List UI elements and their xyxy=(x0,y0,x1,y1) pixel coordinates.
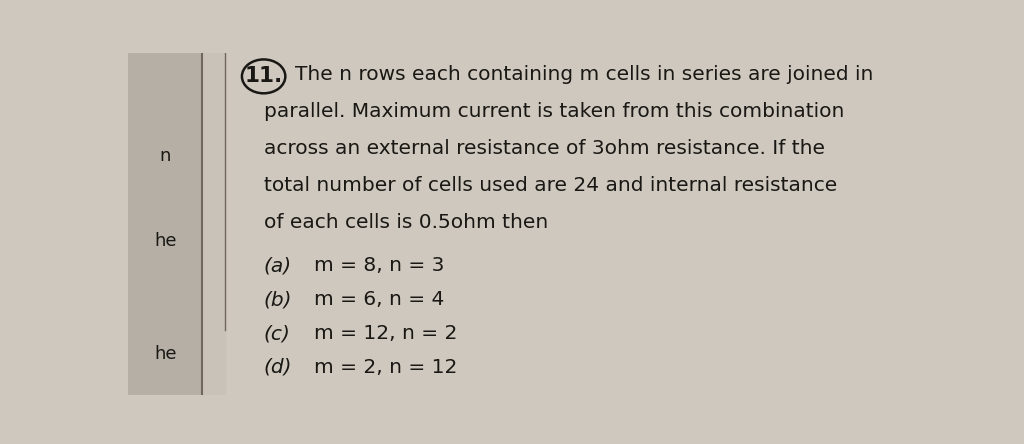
Text: (d): (d) xyxy=(263,358,292,377)
Text: (a): (a) xyxy=(263,256,292,275)
Bar xyxy=(202,53,225,395)
Text: total number of cells used are 24 and internal resistance: total number of cells used are 24 and in… xyxy=(263,176,837,195)
Text: (c): (c) xyxy=(263,324,291,343)
Text: he: he xyxy=(154,345,176,363)
Text: m = 6, n = 4: m = 6, n = 4 xyxy=(314,290,444,309)
Text: he: he xyxy=(154,232,176,250)
Text: (b): (b) xyxy=(263,290,292,309)
Text: n: n xyxy=(160,147,171,165)
Text: of each cells is 0.5ohm then: of each cells is 0.5ohm then xyxy=(263,213,548,232)
Text: m = 12, n = 2: m = 12, n = 2 xyxy=(314,324,458,343)
Text: m = 2, n = 12: m = 2, n = 12 xyxy=(314,358,458,377)
Text: m = 8, n = 3: m = 8, n = 3 xyxy=(314,256,444,275)
Text: across an external resistance of 3ohm resistance. If the: across an external resistance of 3ohm re… xyxy=(263,139,824,158)
Text: parallel. Maximum current is taken from this combination: parallel. Maximum current is taken from … xyxy=(263,102,844,121)
Bar xyxy=(128,53,202,395)
Text: 11.: 11. xyxy=(245,67,283,87)
Text: The n rows each containing m cells in series are joined in: The n rows each containing m cells in se… xyxy=(295,65,873,84)
